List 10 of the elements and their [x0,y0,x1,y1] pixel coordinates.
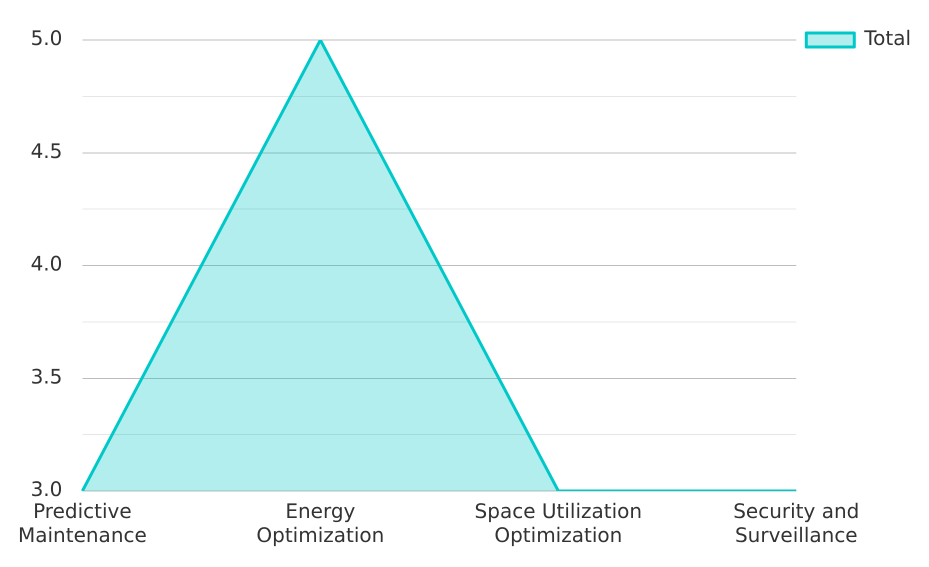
y-tick-label: 3.5 [30,364,62,388]
legend-label: Total [863,26,912,50]
y-tick-label: 3.0 [30,477,62,502]
x-tick-label: Space Utilization Optimization [474,499,642,548]
y-tick-label: 5.0 [30,26,62,50]
y-tick-label: 4.0 [30,252,62,276]
x-tick-label: Security and Surveillance [733,499,860,548]
x-tick-label: Predictive Maintenance [18,499,147,548]
x-tick-label: Energy Optimization [256,499,384,548]
y-tick-label: 4.5 [30,138,62,163]
